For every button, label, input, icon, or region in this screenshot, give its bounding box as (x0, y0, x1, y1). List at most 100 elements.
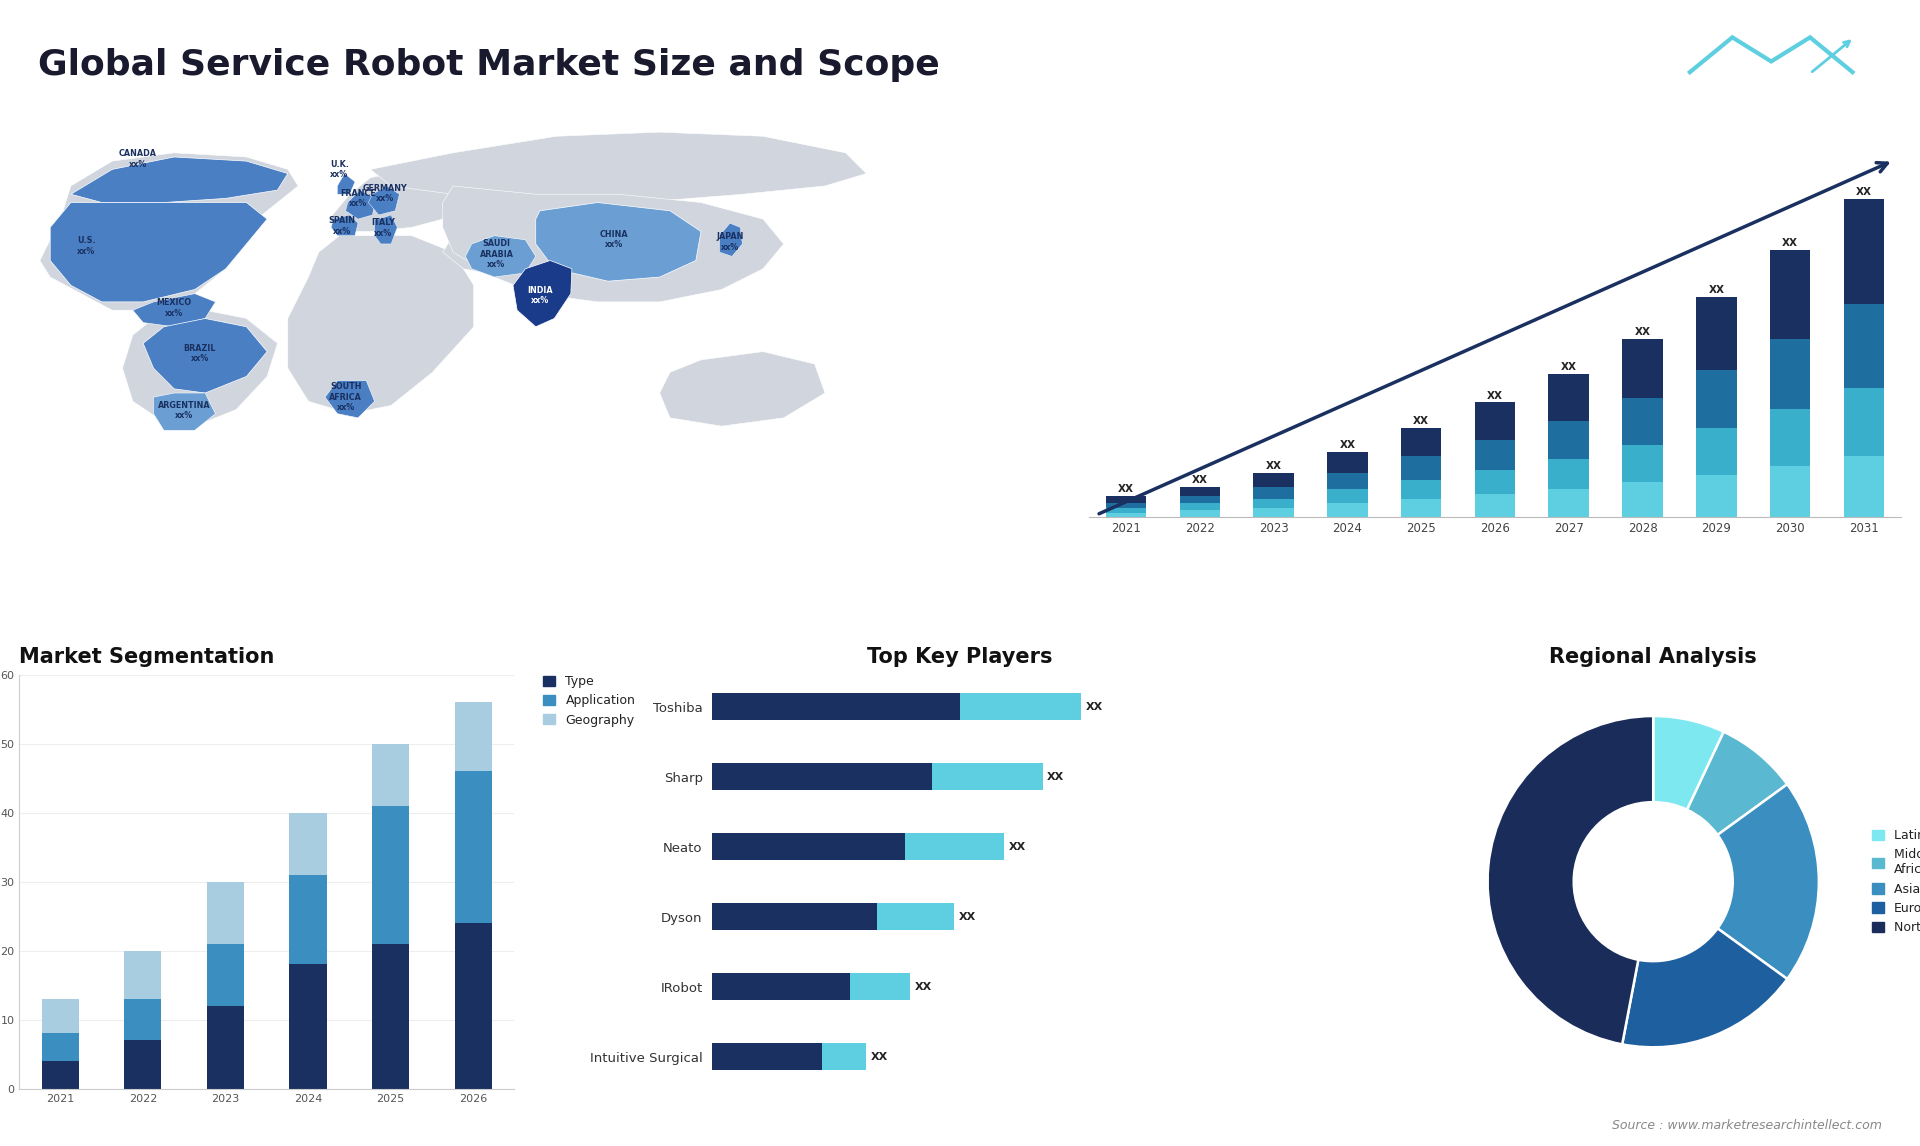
Legend: Latin America, Middle East &
Africa, Asia Pacific, Europe, North America: Latin America, Middle East & Africa, Asi… (1866, 824, 1920, 940)
Polygon shape (660, 352, 826, 426)
Text: XX: XX (1340, 440, 1356, 449)
Bar (1695, 429, 1736, 476)
Text: XX: XX (1192, 474, 1208, 485)
Polygon shape (132, 293, 215, 327)
Polygon shape (71, 157, 288, 203)
Polygon shape (123, 311, 278, 426)
Bar (1402, 499, 1442, 517)
Text: CANADA
xx%: CANADA xx% (119, 149, 157, 168)
Bar (1106, 512, 1146, 517)
Polygon shape (444, 227, 557, 277)
Bar (712, 903, 877, 929)
Bar (1179, 496, 1219, 503)
Bar (1695, 370, 1736, 429)
Text: Market Segmentation: Market Segmentation (19, 647, 275, 667)
Bar (1843, 198, 1884, 304)
Bar (1548, 489, 1590, 517)
Text: XX: XX (1008, 841, 1025, 851)
Text: XX: XX (958, 911, 975, 921)
Text: FRANCE
xx%: FRANCE xx% (340, 189, 376, 209)
Text: SAUDI
ARABIA
xx%: SAUDI ARABIA xx% (480, 240, 513, 269)
Bar (712, 763, 933, 790)
Bar (455, 923, 492, 1089)
Bar (1254, 508, 1294, 517)
Polygon shape (144, 319, 267, 393)
Text: ARGENTINA
xx%: ARGENTINA xx% (157, 401, 211, 421)
Bar (1622, 445, 1663, 482)
Polygon shape (324, 380, 374, 418)
Text: Source : www.marketresearchintellect.com: Source : www.marketresearchintellect.com (1611, 1120, 1882, 1132)
Text: XX: XX (1085, 701, 1102, 712)
Bar (877, 903, 954, 929)
Bar (372, 806, 409, 944)
Bar (455, 702, 492, 771)
Bar (1695, 476, 1736, 517)
Bar (1475, 470, 1515, 494)
Bar (1770, 409, 1811, 465)
Text: XX: XX (1046, 771, 1064, 782)
Bar (1254, 473, 1294, 487)
Text: XX: XX (1117, 485, 1135, 494)
Bar (1475, 440, 1515, 470)
Bar (933, 763, 1043, 790)
Polygon shape (154, 393, 215, 430)
Bar (712, 833, 904, 860)
Text: ITALY
xx%: ITALY xx% (371, 219, 396, 238)
Bar (372, 744, 409, 806)
Bar (1106, 508, 1146, 512)
Text: MARKET: MARKET (1749, 83, 1793, 91)
Bar (1402, 429, 1442, 456)
Wedge shape (1688, 732, 1788, 835)
Polygon shape (536, 203, 701, 281)
Bar (712, 693, 960, 720)
Bar (1327, 473, 1367, 489)
Text: XX: XX (1857, 187, 1872, 197)
Bar (1475, 494, 1515, 517)
Bar (1106, 496, 1146, 503)
Bar (42, 1034, 79, 1061)
Polygon shape (369, 186, 399, 215)
Bar (1254, 499, 1294, 508)
Polygon shape (371, 132, 866, 203)
Bar (207, 1006, 244, 1089)
Text: XX: XX (1634, 328, 1651, 337)
Bar (1622, 398, 1663, 445)
Bar (960, 693, 1081, 720)
Text: Global Service Robot Market Size and Scope: Global Service Robot Market Size and Sco… (38, 48, 941, 83)
Polygon shape (288, 236, 474, 414)
Bar (455, 771, 492, 923)
Text: INTELLECT: INTELLECT (1743, 118, 1799, 127)
Polygon shape (330, 215, 357, 236)
Text: XX: XX (1413, 416, 1428, 426)
Text: XX: XX (1782, 238, 1799, 249)
Bar (207, 881, 244, 944)
Text: INDIA
xx%: INDIA xx% (526, 286, 553, 305)
Bar (1695, 297, 1736, 370)
Text: XX: XX (872, 1052, 889, 1061)
Text: JAPAN
xx%: JAPAN xx% (716, 233, 743, 252)
Text: SOUTH
AFRICA
xx%: SOUTH AFRICA xx% (328, 383, 363, 413)
Bar (125, 951, 161, 999)
Text: XX: XX (1265, 461, 1283, 471)
Polygon shape (374, 215, 397, 244)
Text: XX: XX (1486, 391, 1503, 401)
Bar (1179, 503, 1219, 510)
Bar (125, 1041, 161, 1089)
Legend: Type, Application, Geography: Type, Application, Geography (540, 673, 637, 729)
Text: BRAZIL
xx%: BRAZIL xx% (184, 344, 217, 363)
Bar (125, 999, 161, 1041)
Text: XX: XX (1709, 285, 1724, 296)
Bar (851, 973, 910, 1000)
Bar (822, 1043, 866, 1070)
Bar (1770, 250, 1811, 339)
Polygon shape (50, 203, 267, 301)
Bar (904, 833, 1004, 860)
Bar (207, 944, 244, 1006)
Bar (1548, 375, 1590, 422)
Bar (1327, 503, 1367, 517)
Bar (1843, 456, 1884, 517)
Bar (1402, 480, 1442, 499)
Text: U.S.
xx%: U.S. xx% (77, 236, 96, 256)
Bar (1548, 422, 1590, 458)
Bar (712, 1043, 822, 1070)
